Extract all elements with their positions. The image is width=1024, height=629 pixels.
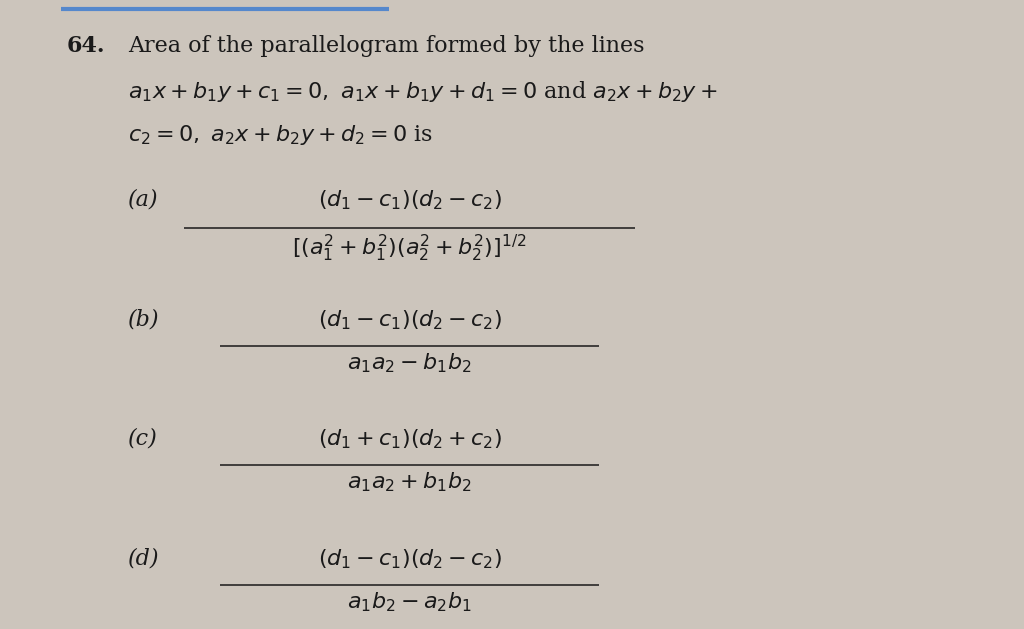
Text: $(d_1-c_1)(d_2-c_2)$: $(d_1-c_1)(d_2-c_2)$ xyxy=(317,547,502,571)
Text: $a_1b_2-a_2b_1$: $a_1b_2-a_2b_1$ xyxy=(347,590,472,614)
Text: $(d_1+c_1)(d_2+c_2)$: $(d_1+c_1)(d_2+c_2)$ xyxy=(317,428,502,452)
Text: $[(a_1^2+b_1^2)(a_2^2+b_2^2)]^{1/2}$: $[(a_1^2+b_1^2)(a_2^2+b_2^2)]^{1/2}$ xyxy=(293,233,526,264)
Text: $(d_1-c_1)(d_2-c_2)$: $(d_1-c_1)(d_2-c_2)$ xyxy=(317,189,502,213)
Text: 64.: 64. xyxy=(67,35,105,57)
Text: (b): (b) xyxy=(128,308,160,330)
Text: $(d_1-c_1)(d_2-c_2)$: $(d_1-c_1)(d_2-c_2)$ xyxy=(317,308,502,332)
Text: Area of the parallelogram formed by the lines: Area of the parallelogram formed by the … xyxy=(128,35,644,57)
Text: $c_2=0,\ a_2x+b_2y+d_2=0$ is: $c_2=0,\ a_2x+b_2y+d_2=0$ is xyxy=(128,123,433,147)
Text: (c): (c) xyxy=(128,428,158,450)
Text: $a_1a_2-b_1b_2$: $a_1a_2-b_1b_2$ xyxy=(347,351,472,375)
Text: (a): (a) xyxy=(128,189,159,211)
Text: (d): (d) xyxy=(128,547,160,569)
Text: $a_1a_2+b_1b_2$: $a_1a_2+b_1b_2$ xyxy=(347,470,472,494)
Text: $a_1x+b_1y+c_1=0,\ a_1x+b_1y+d_1=0$ and $a_2x+b_2y+$: $a_1x+b_1y+c_1=0,\ a_1x+b_1y+d_1=0$ and … xyxy=(128,79,718,104)
